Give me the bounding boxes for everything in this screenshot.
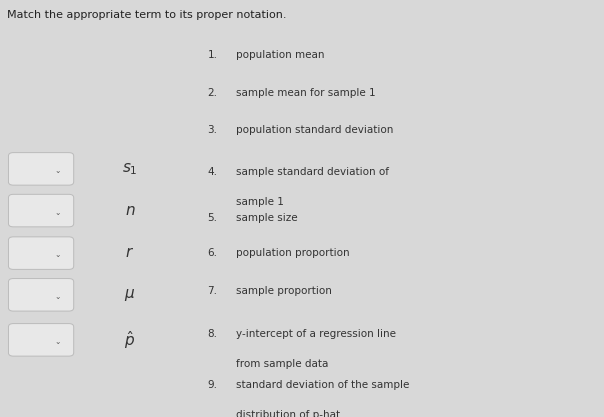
FancyBboxPatch shape xyxy=(8,279,74,311)
Text: $\hat{p}$: $\hat{p}$ xyxy=(124,329,135,351)
Text: 3.: 3. xyxy=(207,125,217,135)
Text: $r$: $r$ xyxy=(125,246,135,260)
Text: sample proportion: sample proportion xyxy=(236,286,332,296)
Text: ⌄: ⌄ xyxy=(55,250,61,259)
Text: Match the appropriate term to its proper notation.: Match the appropriate term to its proper… xyxy=(7,10,287,20)
Text: 8.: 8. xyxy=(207,329,217,339)
Text: from sample data: from sample data xyxy=(236,359,328,369)
Text: 2.: 2. xyxy=(207,88,217,98)
Text: ⌄: ⌄ xyxy=(55,292,61,301)
Text: y-intercept of a regression line: y-intercept of a regression line xyxy=(236,329,396,339)
Text: $n$: $n$ xyxy=(124,203,135,218)
FancyBboxPatch shape xyxy=(8,324,74,356)
Text: population standard deviation: population standard deviation xyxy=(236,125,393,135)
Text: 4.: 4. xyxy=(207,167,217,177)
FancyBboxPatch shape xyxy=(8,237,74,269)
Text: sample size: sample size xyxy=(236,213,297,223)
FancyBboxPatch shape xyxy=(8,153,74,185)
Text: sample standard deviation of: sample standard deviation of xyxy=(236,167,388,177)
Text: population proportion: population proportion xyxy=(236,248,349,258)
Text: 1.: 1. xyxy=(207,50,217,60)
Text: population mean: population mean xyxy=(236,50,324,60)
Text: 6.: 6. xyxy=(207,248,217,258)
Text: sample mean for sample 1: sample mean for sample 1 xyxy=(236,88,375,98)
Text: 9.: 9. xyxy=(207,380,217,390)
Text: ⌄: ⌄ xyxy=(55,166,61,175)
Text: 7.: 7. xyxy=(207,286,217,296)
Text: ⌄: ⌄ xyxy=(55,208,61,217)
Text: 5.: 5. xyxy=(207,213,217,223)
FancyBboxPatch shape xyxy=(8,194,74,227)
Text: distribution of p-hat: distribution of p-hat xyxy=(236,410,339,417)
Text: $s_1$: $s_1$ xyxy=(122,161,138,177)
Text: $\mu$: $\mu$ xyxy=(124,287,135,303)
Text: ⌄: ⌄ xyxy=(55,337,61,346)
Text: standard deviation of the sample: standard deviation of the sample xyxy=(236,380,409,390)
Text: sample 1: sample 1 xyxy=(236,197,283,207)
